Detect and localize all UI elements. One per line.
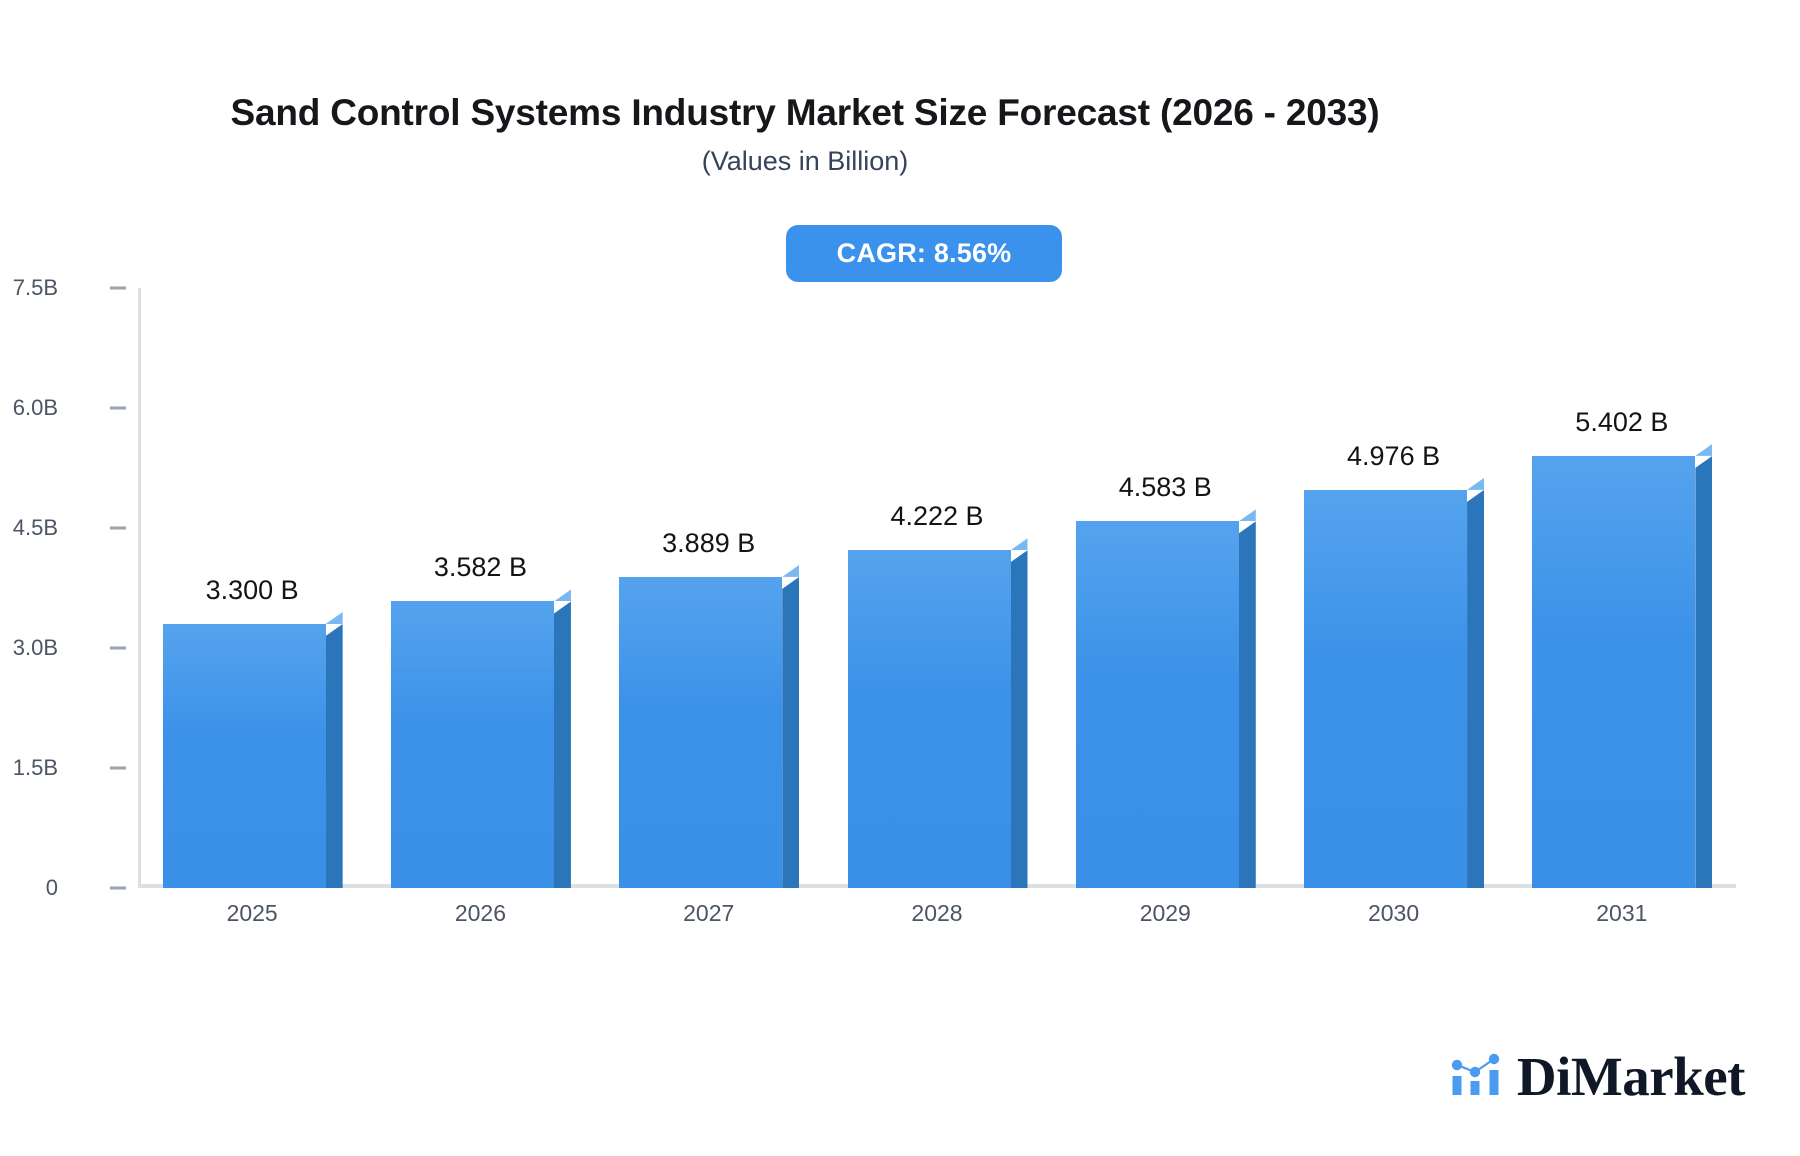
- bar-top-face: [1467, 477, 1485, 490]
- bar-side-face: [1238, 521, 1256, 888]
- bar-front-face: [1532, 455, 1696, 888]
- y-axis-tick-mark: [110, 526, 126, 530]
- plot-area: 0 1.5B 3.0B 4.5B 6.0B 7.5B 3.300 B 3.582 B 3.88…: [13, 275, 1736, 926]
- bar[interactable]: [619, 564, 800, 888]
- y-axis-tick-label: 4.5B: [12, 515, 58, 540]
- bar[interactable]: [847, 538, 1028, 888]
- bar[interactable]: [390, 589, 571, 888]
- bar-series: 3.300 B 3.582 B 3.889 B 4.222 B 4.583 B 4.976…: [138, 288, 1736, 888]
- bar-top-face: [782, 564, 800, 577]
- y-axis-tick-mark: [110, 646, 126, 650]
- x-axis-tick-label: 2029: [1139, 900, 1191, 926]
- y-axis-tick-mark: [110, 766, 126, 770]
- bar[interactable]: [1532, 443, 1713, 888]
- bar-chart-icon: [1449, 1051, 1503, 1102]
- y-axis-tick-mark: [110, 886, 126, 890]
- bar-front-face: [390, 601, 554, 888]
- x-axis-tick-label: 2026: [454, 900, 506, 926]
- cagr-badge-label: CAGR: 8.56%: [836, 238, 1012, 268]
- bar[interactable]: [1075, 509, 1256, 888]
- bar-front-face: [847, 550, 1011, 888]
- bar-side-face: [553, 601, 571, 888]
- bar-top-face: [325, 612, 343, 624]
- bar[interactable]: [162, 612, 343, 888]
- y-axis-tick-mark: [110, 406, 126, 410]
- bar-top-face: [1695, 443, 1713, 456]
- bar-value-label: 3.300 B: [205, 575, 299, 605]
- chart-subtitle: (Values in Billion): [701, 146, 909, 176]
- bar-side-face: [1695, 455, 1713, 888]
- y-axis-tick-mark: [110, 286, 126, 290]
- bar-value-label: 3.889 B: [662, 527, 756, 558]
- bar-top-face: [1010, 538, 1028, 551]
- y-axis-tick-label: 6.0B: [12, 395, 58, 420]
- bar-value-label: 5.402 B: [1575, 406, 1669, 437]
- x-axis-tick-label: 2028: [911, 900, 963, 926]
- y-axis-tick-label: 3.0B: [12, 635, 58, 660]
- dimarket-logo: DiMarket: [1449, 1046, 1746, 1107]
- x-axis-tick-label: 2025: [226, 900, 278, 926]
- y-axis-line: [138, 288, 141, 888]
- x-axis-tick-label: 2030: [1367, 900, 1420, 926]
- chart-title: Sand Control Systems Industry Market Siz…: [230, 92, 1380, 133]
- bar-front-face: [619, 576, 783, 888]
- x-axis-tick-label: 2031: [1596, 900, 1648, 926]
- bar-front-face: [1075, 521, 1239, 888]
- y-axis-tick-label: 0: [45, 875, 58, 900]
- bar-value-label: 4.222 B: [890, 501, 984, 532]
- bar-side-face: [1467, 489, 1485, 888]
- logo-text: DiMarket: [1516, 1046, 1746, 1107]
- y-axis-tick-label: 7.5B: [12, 275, 58, 300]
- y-axis-tick-label: 1.5B: [12, 755, 58, 780]
- bar[interactable]: [1304, 477, 1485, 888]
- bar-value-label: 3.582 B: [433, 552, 527, 583]
- cagr-badge: CAGR: 8.56%: [786, 225, 1062, 282]
- bar-front-face: [162, 624, 326, 888]
- bar-top-face: [553, 589, 571, 602]
- bar-side-face: [325, 624, 343, 888]
- bar-front-face: [1304, 489, 1468, 888]
- bar-side-face: [1010, 550, 1028, 888]
- bar-top-face: [1238, 509, 1256, 522]
- x-axis-tick-label: 2027: [683, 900, 735, 926]
- bar-value-label: 4.976 B: [1347, 440, 1441, 471]
- bar-value-label: 4.583 B: [1118, 472, 1212, 503]
- bar-side-face: [782, 576, 800, 888]
